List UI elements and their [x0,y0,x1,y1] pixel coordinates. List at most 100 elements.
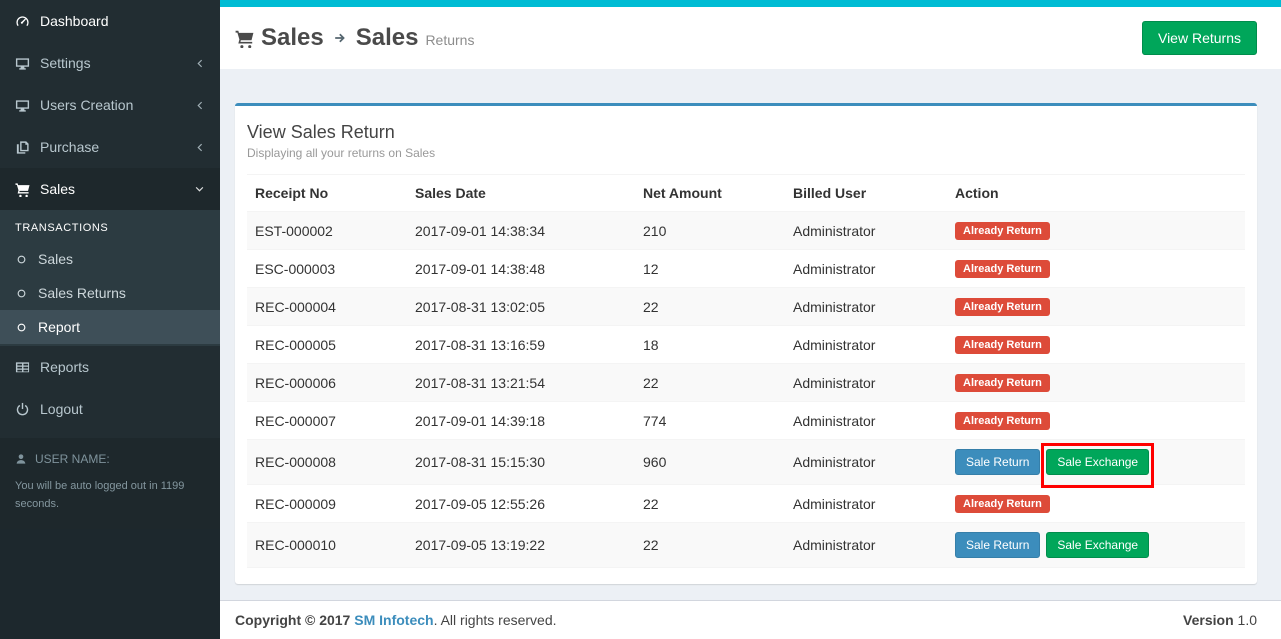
copy-icon [15,140,30,155]
cell-action: Already Return [947,249,1245,288]
submenu-item-report[interactable]: Report [0,310,220,344]
sidebar-item-users-creation[interactable]: Users Creation [0,84,220,126]
cell-sales-date: 2017-08-31 15:15:30 [407,439,635,485]
sidebar-item-settings[interactable]: Settings [0,42,220,84]
cell-net-amount: 210 [635,211,785,250]
cell-sales-date: 2017-09-01 14:38:48 [407,249,635,288]
column-header-net-amount: Net Amount [635,174,785,212]
footer: Copyright © 2017 SM Infotech. All rights… [220,600,1281,639]
cell-receipt-no: REC-000008 [247,439,407,485]
submenu-item-sales-returns[interactable]: Sales Returns [0,276,220,310]
cell-sales-date: 2017-09-01 14:38:34 [407,211,635,250]
cell-net-amount: 774 [635,401,785,440]
top-accent-bar [220,0,1281,7]
already-return-badge: Already Return [955,336,1050,354]
table-row: REC-000005 2017-08-31 13:16:59 18 Administr… [247,325,1245,364]
table-row: REC-000009 2017-09-05 12:55:26 22 Administr… [247,484,1245,523]
cell-net-amount: 18 [635,325,785,364]
sale-exchange-button[interactable]: Sale Exchange [1046,449,1150,475]
circle-icon [15,253,28,266]
submenu-item-label: Sales Returns [38,285,126,301]
content-area: View Sales Return Displaying all your re… [220,69,1281,600]
cell-billed-user: Administrator [785,249,947,288]
table-row: REC-000010 2017-09-05 13:19:22 22 Administr… [247,522,1245,568]
sale-return-button[interactable]: Sale Return [955,532,1041,558]
sales-return-panel: View Sales Return Displaying all your re… [235,103,1257,584]
cell-sales-date: 2017-09-01 14:39:18 [407,401,635,440]
cell-billed-user: Administrator [785,363,947,402]
cell-receipt-no: REC-000010 [247,522,407,568]
table-row: ESC-000003 2017-09-01 14:38:48 12 Administr… [247,249,1245,288]
version-label: Version [1183,612,1234,628]
power-icon [15,402,30,417]
table-row: REC-000004 2017-08-31 13:02:05 22 Administr… [247,287,1245,326]
submenu-item-label: Report [38,319,81,335]
main-area: Sales Sales Returns View Returns View Sa… [220,0,1281,639]
sales-submenu: TRANSACTIONS Sales Sales Returns Report [0,210,220,346]
sidebar-item-purchase[interactable]: Purchase [0,126,220,168]
cell-receipt-no: REC-000005 [247,325,407,364]
cell-billed-user: Administrator [785,522,947,568]
panel-subtitle: Displaying all your returns on Sales [247,146,436,160]
cell-receipt-no: ESC-000003 [247,249,407,288]
table-row: EST-000002 2017-09-01 14:38:34 210 Administ… [247,211,1245,250]
already-return-badge: Already Return [955,298,1050,316]
cell-net-amount: 22 [635,363,785,402]
sidebar-item-reports[interactable]: Reports [0,346,220,388]
dashboard-icon [15,14,30,29]
highlight-annotation: Sale Exchange [1041,443,1154,488]
table-row: REC-000007 2017-09-01 14:39:18 774 Administ… [247,401,1245,440]
breadcrumb-section: Sales [261,24,324,51]
cell-billed-user: Administrator [785,401,947,440]
cell-receipt-no: REC-000006 [247,363,407,402]
cell-action: Already Return [947,287,1245,326]
sidebar-item-label: Users Creation [40,97,134,113]
sidebar-item-label: Purchase [40,139,100,155]
version-value: 1.0 [1237,612,1257,628]
cell-action: Already Return [947,211,1245,250]
sale-return-button[interactable]: Sale Return [955,449,1041,475]
sidebar-item-label: Reports [40,359,90,375]
submenu-item-sales[interactable]: Sales [0,242,220,276]
cell-sales-date: 2017-08-31 13:16:59 [407,325,635,364]
user-name-label: USER NAME: [35,452,110,466]
desktop-icon [15,98,30,113]
content-header: Sales Sales Returns View Returns [220,7,1281,69]
cart-icon [15,182,30,197]
sale-exchange-button[interactable]: Sale Exchange [1046,532,1150,558]
sidebar-item-dashboard[interactable]: Dashboard [0,0,220,42]
cell-receipt-no: REC-000007 [247,401,407,440]
already-return-badge: Already Return [955,260,1050,278]
sidebar-item-sales[interactable]: Sales [0,168,220,210]
table-row: REC-000006 2017-08-31 13:21:54 22 Administr… [247,363,1245,402]
copyright-suffix: . All rights reserved. [433,612,557,628]
cell-billed-user: Administrator [785,325,947,364]
cell-action: Already Return [947,363,1245,402]
column-header-receipt-no: Receipt No [247,174,407,212]
already-return-badge: Already Return [955,374,1050,392]
already-return-badge: Already Return [955,222,1050,240]
cell-net-amount: 22 [635,522,785,568]
company-link[interactable]: SM Infotech [354,612,434,628]
column-header-action: Action [947,174,1245,212]
already-return-badge: Already Return [955,412,1050,430]
sidebar-item-label: Dashboard [40,13,109,29]
cell-receipt-no: REC-000009 [247,484,407,523]
cell-net-amount: 22 [635,484,785,523]
view-returns-button[interactable]: View Returns [1141,21,1257,55]
version-text: Version 1.0 [1183,612,1257,628]
table-header-row: Receipt No Sales Date Net Amount Billed … [247,174,1245,212]
chevron-left-icon [194,142,205,153]
sidebar-item-logout[interactable]: Logout [0,388,220,430]
column-header-billed-user: Billed User [785,174,947,212]
chevron-left-icon [194,58,205,69]
chevron-down-icon [194,184,205,195]
chevron-left-icon [194,100,205,111]
column-header-sales-date: Sales Date [407,174,635,212]
arrow-right-icon [333,31,347,45]
cell-billed-user: Administrator [785,484,947,523]
cell-billed-user: Administrator [785,287,947,326]
user-icon [15,453,27,465]
copyright-text: Copyright © 2017 SM Infotech. All rights… [235,612,557,628]
